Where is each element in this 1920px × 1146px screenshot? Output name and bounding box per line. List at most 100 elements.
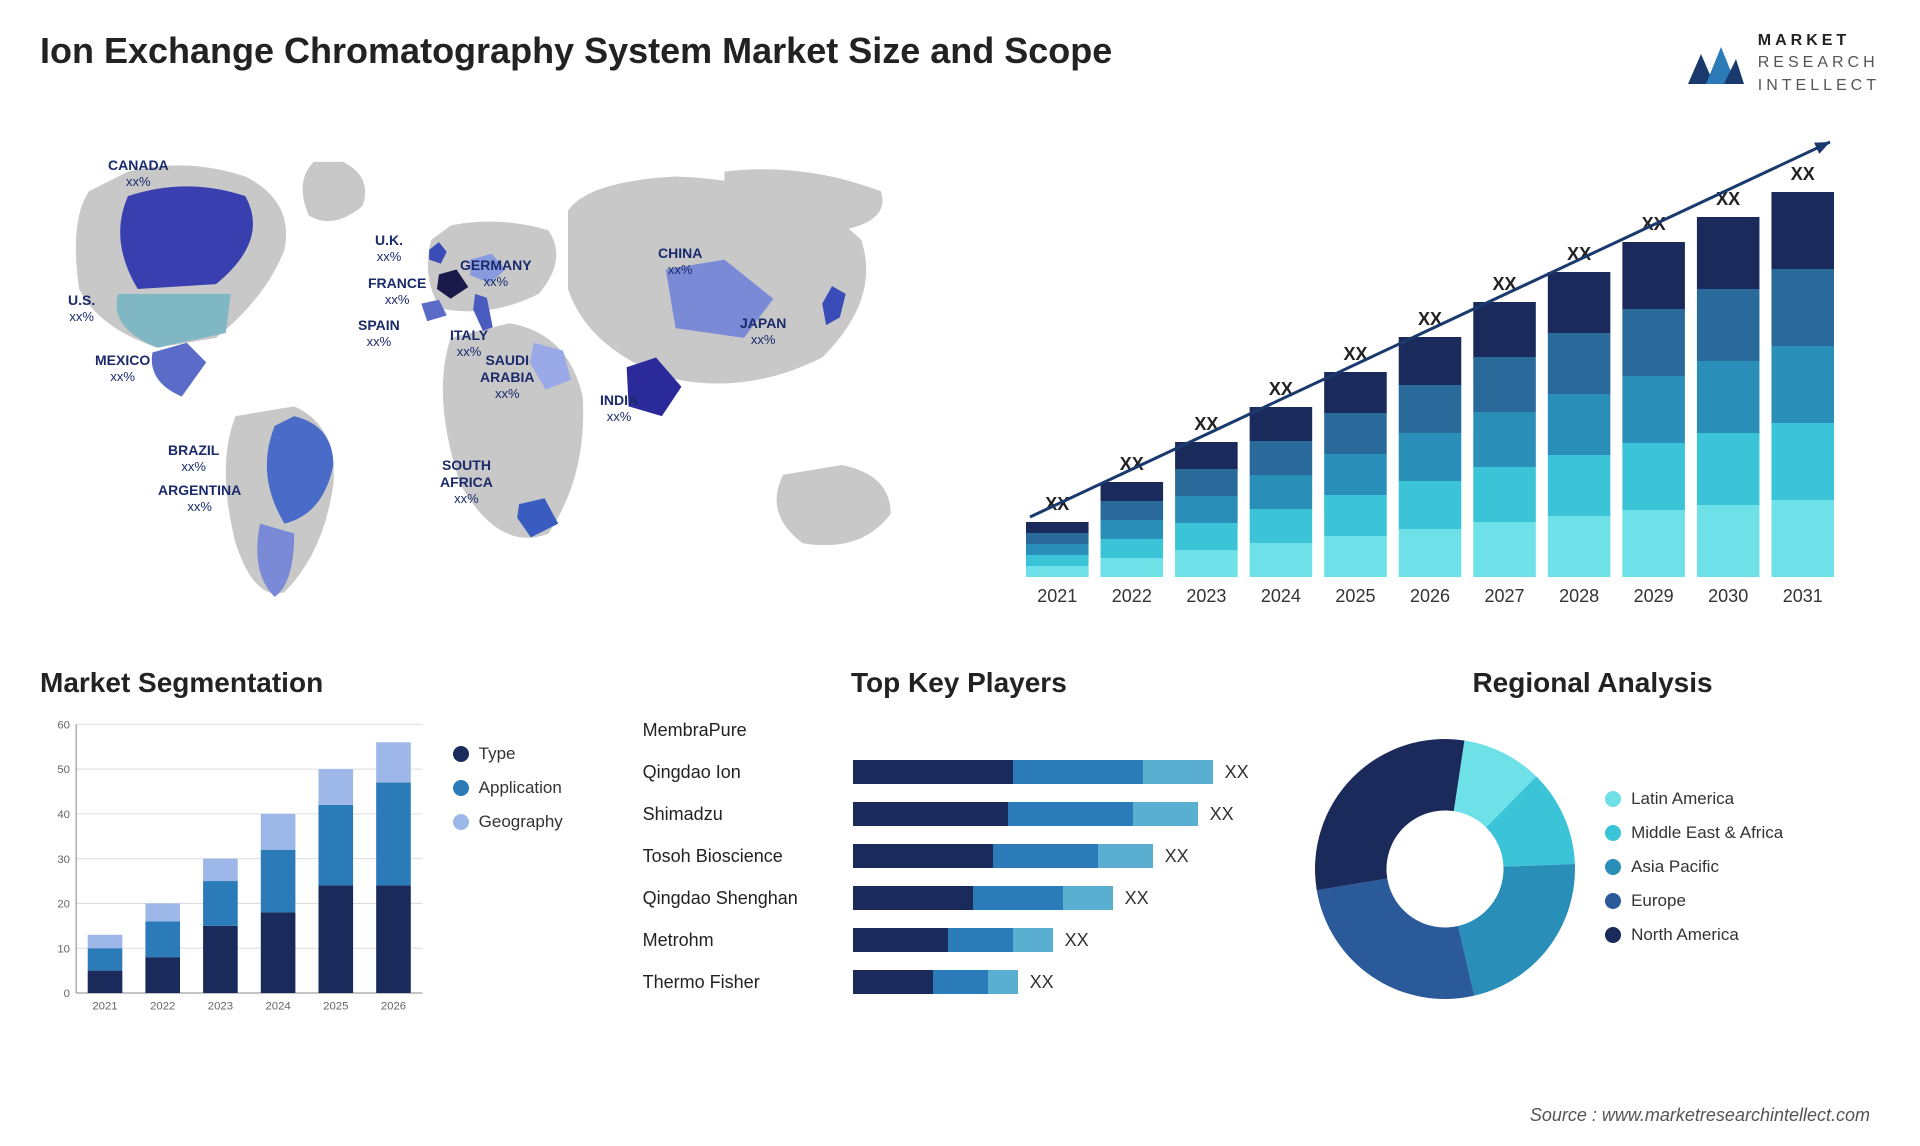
map-label-spain: SPAINxx% (358, 317, 400, 349)
regional-legend: Latin America Middle East & Africa Asia Pa… (1605, 779, 1880, 959)
seg-legend-item: Application (453, 778, 613, 798)
player-row: Qingdao Ion XX (643, 756, 1275, 788)
map-label-india: INDIAxx% (600, 392, 638, 424)
map-label-canada: CANADAxx% (108, 157, 169, 189)
regional-legend-item: Europe (1605, 891, 1880, 911)
map-label-germany: GERMANYxx% (460, 257, 532, 289)
regional-legend-item: Asia Pacific (1605, 857, 1880, 877)
regional-panel: Regional Analysis Latin America Middle Ea… (1305, 667, 1880, 1047)
logo-mark-icon (1686, 39, 1746, 89)
svg-text:2026: 2026 (1410, 586, 1450, 606)
svg-text:2030: 2030 (1708, 586, 1748, 606)
regional-legend-item: Latin America (1605, 789, 1880, 809)
players-title: Top Key Players (643, 667, 1275, 699)
donut-chart (1305, 729, 1585, 1009)
bottom-row: Market Segmentation 0 10 20 30 40 50 60 2021 202… (40, 667, 1880, 1047)
regional-legend-item: North America (1605, 925, 1880, 945)
svg-text:2024: 2024 (1261, 586, 1301, 606)
player-row: MembraPure (643, 714, 1275, 746)
logo-line3: INTELLECT (1758, 75, 1880, 97)
svg-text:2025: 2025 (1335, 586, 1375, 606)
player-bar (853, 802, 1198, 826)
svg-text:2027: 2027 (1485, 586, 1525, 606)
logo-text: MARKET RESEARCH INTELLECT (1758, 30, 1880, 97)
player-bar (853, 970, 1018, 994)
seg-legend-item: Type (453, 744, 613, 764)
logo-line2: RESEARCH (1758, 52, 1880, 74)
map-label-japan: JAPANxx% (740, 315, 786, 347)
regional-donut (1305, 729, 1585, 1009)
map-label-argentina: ARGENTINAxx% (158, 482, 241, 514)
top-row: CANADAxx% U.S.xx% MEXICOxx% BRAZILxx% ARGENT… (40, 117, 1880, 637)
map-label-mexico: MEXICOxx% (95, 352, 150, 384)
header: Ion Exchange Chromatography System Marke… (40, 30, 1880, 97)
seg-legend-item: Geography (453, 812, 613, 832)
brand-logo: MARKET RESEARCH INTELLECT (1686, 30, 1880, 97)
logo-line1: MARKET (1758, 30, 1880, 52)
top-players-panel: Top Key Players MembraPure Qingdao Ion X… (643, 667, 1275, 1047)
map-label-safrica: SOUTHAFRICAxx% (440, 457, 493, 506)
map-label-brazil: BRAZILxx% (168, 442, 219, 474)
svg-text:60: 60 (57, 720, 70, 732)
player-value: XX (1210, 804, 1234, 825)
player-value: XX (1165, 846, 1189, 867)
player-bar (853, 844, 1153, 868)
player-row: Qingdao Shenghan XX (643, 882, 1275, 914)
svg-text:2023: 2023 (208, 1001, 233, 1013)
svg-text:2031: 2031 (1783, 586, 1823, 606)
player-value: XX (1225, 762, 1249, 783)
svg-text:2023: 2023 (1186, 586, 1226, 606)
segmentation-title: Market Segmentation (40, 667, 613, 699)
svg-text:2024: 2024 (265, 1001, 290, 1013)
world-map-panel: CANADAxx% U.S.xx% MEXICOxx% BRAZILxx% ARGENT… (40, 117, 920, 637)
svg-text:XX: XX (1791, 164, 1815, 184)
regional-title: Regional Analysis (1305, 667, 1880, 699)
source-attribution: Source : www.marketresearchintellect.com (1530, 1105, 1870, 1126)
svg-text:20: 20 (57, 899, 70, 911)
map-label-uk: U.K.xx% (375, 232, 403, 264)
svg-text:2021: 2021 (92, 1001, 117, 1013)
svg-text:2028: 2028 (1559, 586, 1599, 606)
map-label-china: CHINAxx% (658, 245, 702, 277)
svg-text:0: 0 (64, 988, 70, 1000)
player-row: Tosoh Bioscience XX (643, 840, 1275, 872)
regional-legend-item: Middle East & Africa (1605, 823, 1880, 843)
player-value: XX (1125, 888, 1149, 909)
main-growth-chart: XX2021XX2022XX2023XX2024XX2025XX2026XX20… (960, 117, 1880, 637)
player-bar (853, 760, 1213, 784)
player-name: Metrohm (643, 930, 853, 951)
segmentation-legend: Type Application Geography (453, 714, 613, 1024)
map-label-france: FRANCExx% (368, 275, 426, 307)
page-title: Ion Exchange Chromatography System Marke… (40, 30, 1112, 72)
players-list: MembraPure Qingdao Ion XX Shimadzu XX To… (643, 714, 1275, 1024)
player-row: Metrohm XX (643, 924, 1275, 956)
player-value: XX (1065, 930, 1089, 951)
svg-text:50: 50 (57, 764, 70, 776)
player-row: Thermo Fisher XX (643, 966, 1275, 998)
player-name: Thermo Fisher (643, 972, 853, 993)
player-name: Tosoh Bioscience (643, 846, 853, 867)
player-bar (853, 886, 1113, 910)
segmentation-panel: Market Segmentation 0 10 20 30 40 50 60 2021 202… (40, 667, 613, 1047)
player-name: Qingdao Ion (643, 762, 853, 783)
segmentation-chart: 0 10 20 30 40 50 60 2021 2022 2023 2024 2025 2026 (40, 714, 433, 1024)
svg-text:2029: 2029 (1634, 586, 1674, 606)
svg-text:2025: 2025 (323, 1001, 348, 1013)
svg-text:2022: 2022 (150, 1001, 175, 1013)
main-chart-svg: XX2021XX2022XX2023XX2024XX2025XX2026XX20… (990, 127, 1870, 627)
player-name: MembraPure (643, 720, 853, 741)
svg-text:2021: 2021 (1037, 586, 1077, 606)
svg-text:10: 10 (57, 944, 70, 956)
svg-text:40: 40 (57, 809, 70, 821)
player-bar (853, 928, 1053, 952)
map-label-us: U.S.xx% (68, 292, 95, 324)
player-name: Qingdao Shenghan (643, 888, 853, 909)
map-label-saudi: SAUDIARABIAxx% (480, 352, 534, 401)
player-row: Shimadzu XX (643, 798, 1275, 830)
player-value: XX (1030, 972, 1054, 993)
svg-text:2022: 2022 (1112, 586, 1152, 606)
svg-text:2026: 2026 (381, 1001, 406, 1013)
svg-text:XX: XX (1716, 189, 1740, 209)
svg-text:30: 30 (57, 854, 70, 866)
player-name: Shimadzu (643, 804, 853, 825)
